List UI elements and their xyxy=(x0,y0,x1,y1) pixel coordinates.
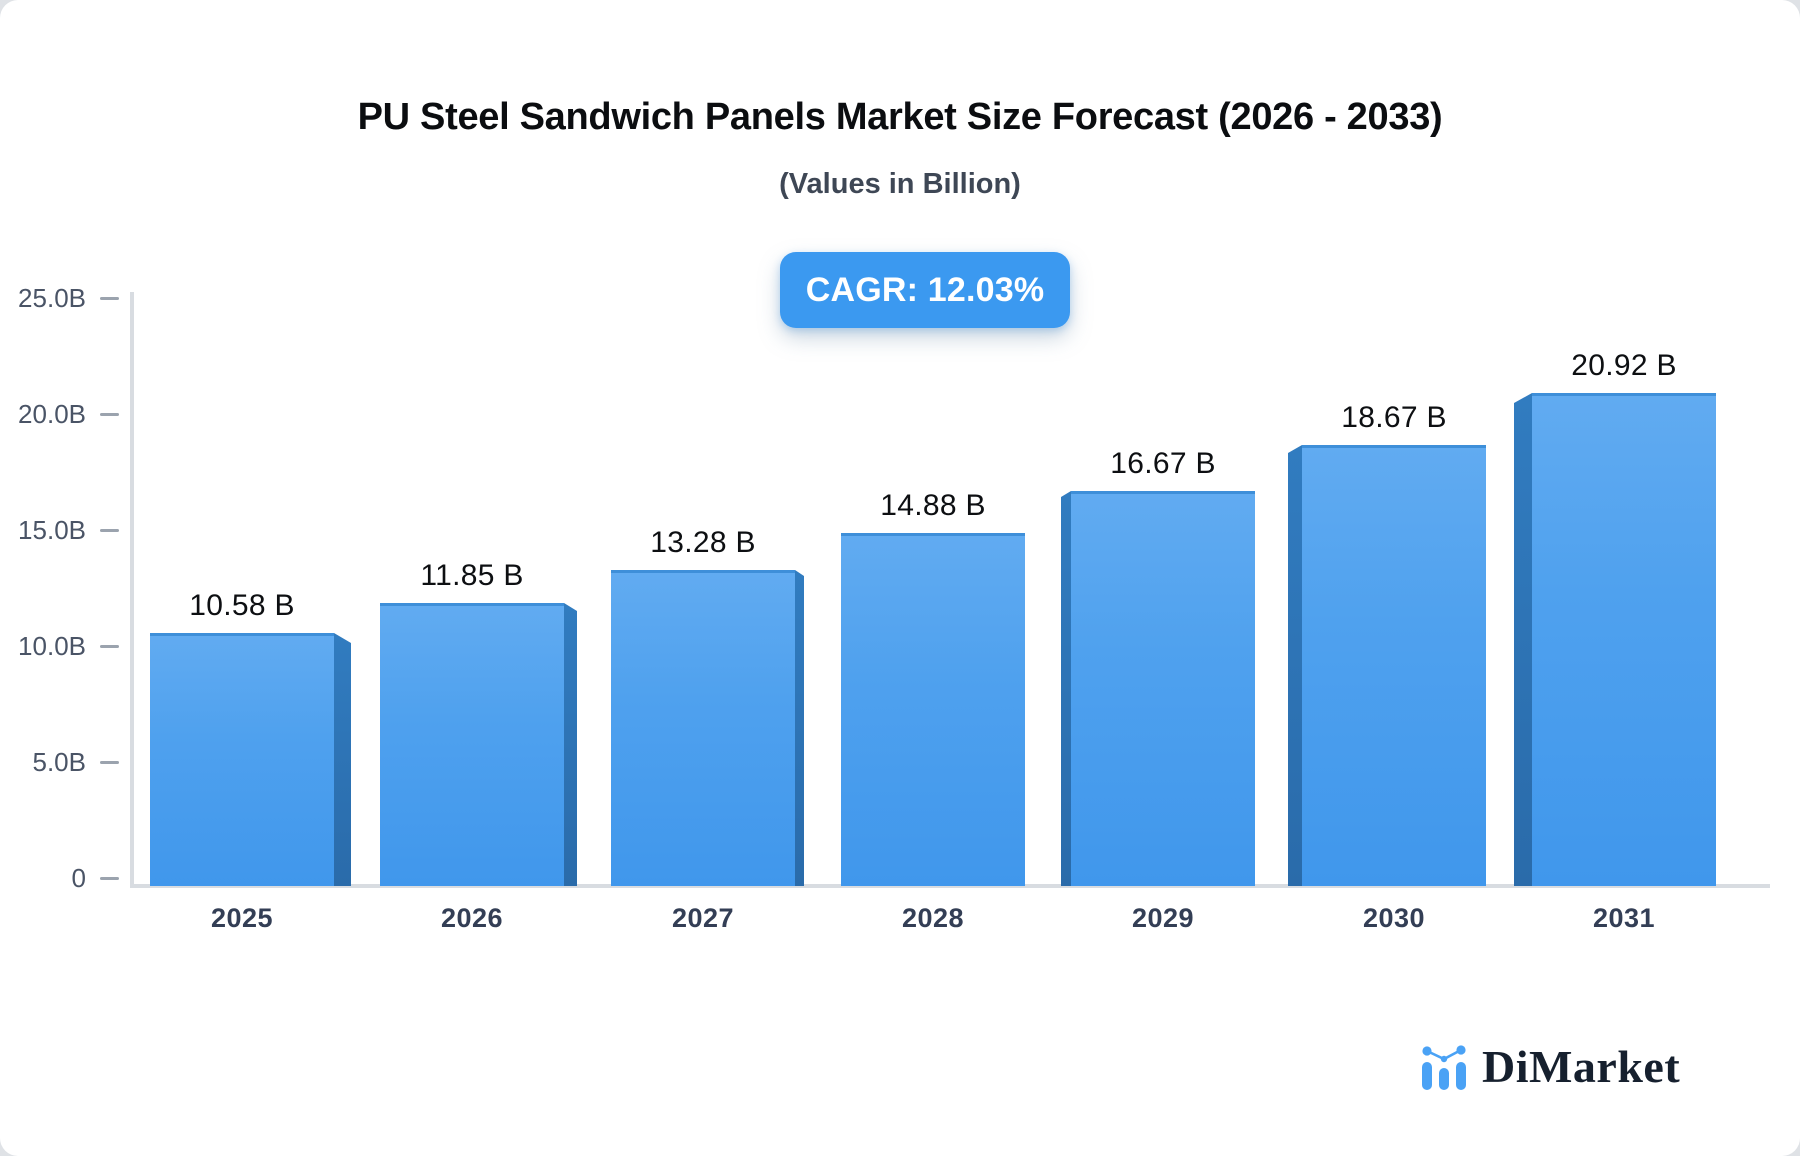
bar-3d-side xyxy=(334,633,351,886)
chart-subtitle: (Values in Billion) xyxy=(779,168,1021,200)
chart-title: PU Steel Sandwich Panels Market Size For… xyxy=(357,96,1443,138)
bar-value-label: 10.58 B xyxy=(189,589,295,622)
cagr-badge: CAGR: 12.03% xyxy=(780,252,1070,328)
y-axis-tick-label: 5.0B xyxy=(32,747,87,777)
y-axis-tick-label: 10.0B xyxy=(18,631,86,661)
x-axis-label: 2025 xyxy=(210,903,274,933)
bar-value-label: 18.67 B xyxy=(1341,401,1447,434)
y-axis-tick-mark xyxy=(100,413,119,416)
y-axis-tick-mark xyxy=(100,297,119,300)
x-axis-label: 2027 xyxy=(671,903,735,933)
brand-logo: DiMarket xyxy=(1418,1036,1680,1092)
cagr-badge-label: CAGR: 12.03% xyxy=(805,270,1045,309)
y-axis-tick-label: 20.0B xyxy=(18,399,86,429)
y-axis-tick-mark xyxy=(100,529,119,532)
bar xyxy=(1302,445,1486,886)
x-axis-label: 2026 xyxy=(440,903,504,933)
brand-logo-text: DiMarket xyxy=(1482,1041,1681,1092)
bar-value-label: 11.85 B xyxy=(420,559,524,592)
bar-value-label: 13.28 B xyxy=(650,526,756,559)
bar xyxy=(380,603,564,886)
y-axis-tick-label: 25.0B xyxy=(18,283,86,313)
bar xyxy=(841,533,1025,886)
bar xyxy=(150,633,334,886)
x-axis-label: 2030 xyxy=(1362,903,1426,933)
x-axis-baseline xyxy=(130,884,1770,888)
y-axis-tick-label: 0 xyxy=(71,863,86,893)
bar-3d-side xyxy=(795,570,804,886)
bar-3d-side xyxy=(1061,491,1071,886)
bar-3d-side xyxy=(1288,445,1302,886)
bar-chart-growth-icon xyxy=(1422,1045,1466,1090)
y-axis-line xyxy=(130,292,134,888)
x-axis-label: 2029 xyxy=(1131,903,1195,933)
x-axis-label: 2028 xyxy=(901,903,965,933)
y-axis-tick-mark xyxy=(100,761,119,764)
bar xyxy=(611,570,795,886)
bar xyxy=(1532,393,1716,886)
y-axis-tick-mark xyxy=(100,645,119,648)
y-axis-tick-label: 15.0B xyxy=(18,515,86,545)
bar-value-label: 20.92 B xyxy=(1571,349,1677,382)
bar-value-label: 16.67 B xyxy=(1110,447,1216,480)
x-axis-label: 2031 xyxy=(1592,903,1656,933)
bar-value-label: 14.88 B xyxy=(880,489,986,522)
bar-3d-side xyxy=(564,603,577,886)
y-axis-tick-mark xyxy=(100,877,119,880)
bar-3d-side xyxy=(1514,393,1532,886)
bar xyxy=(1071,491,1255,886)
